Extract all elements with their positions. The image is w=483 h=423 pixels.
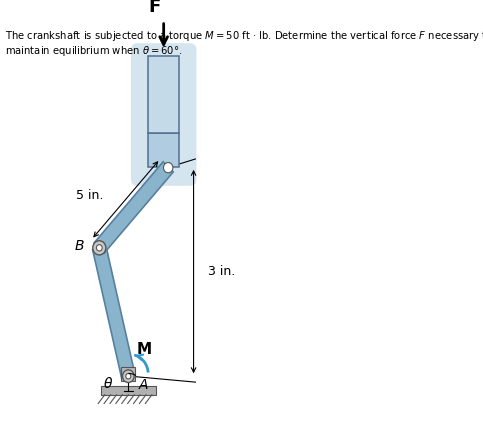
Circle shape: [126, 374, 131, 379]
Bar: [148, 133, 179, 167]
Text: $B$: $B$: [74, 239, 85, 253]
Bar: [148, 56, 179, 133]
Text: maintain equilibrium when $\theta = 60°$.: maintain equilibrium when $\theta = 60°$…: [5, 44, 183, 58]
Circle shape: [123, 370, 134, 382]
FancyBboxPatch shape: [131, 43, 197, 186]
Circle shape: [93, 241, 106, 255]
Bar: [121, 367, 135, 381]
Text: $\mathbf{M}$: $\mathbf{M}$: [136, 341, 151, 357]
Text: $\mathbf{F}$: $\mathbf{F}$: [148, 0, 161, 16]
Text: 3 in.: 3 in.: [208, 265, 235, 278]
Polygon shape: [93, 246, 135, 378]
Circle shape: [163, 162, 173, 173]
Bar: [101, 386, 156, 395]
Text: 5 in.: 5 in.: [76, 189, 103, 202]
Polygon shape: [94, 162, 173, 253]
Text: The crankshaft is subjected to a torque $M = 50$ ft · lb. Determine the vertical: The crankshaft is subjected to a torque …: [5, 29, 483, 43]
Text: $A$: $A$: [139, 378, 150, 392]
Text: $\theta$: $\theta$: [103, 376, 114, 391]
Circle shape: [97, 244, 102, 251]
